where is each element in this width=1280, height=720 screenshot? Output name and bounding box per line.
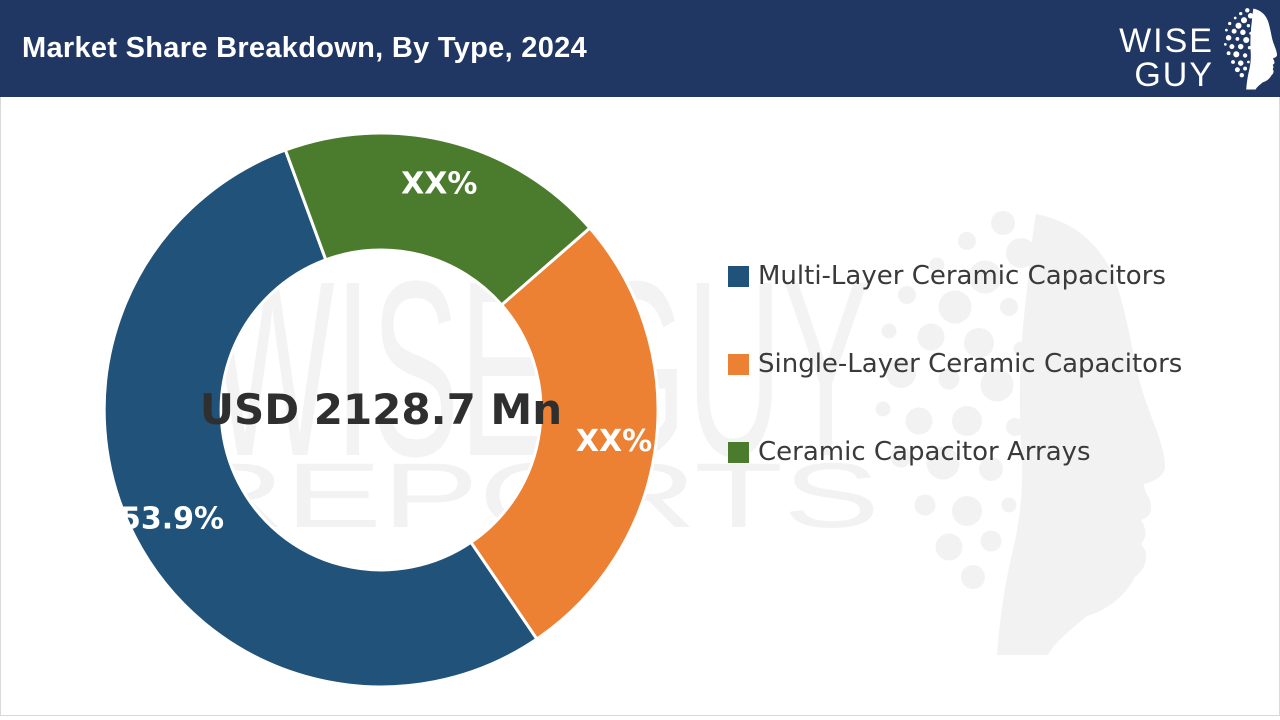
legend-swatch — [728, 353, 749, 375]
legend-label: Ceramic Capacitor Arrays — [758, 437, 1091, 467]
legend-item: Multi-Layer Ceramic Capacitors — [728, 261, 1182, 291]
legend-swatch — [728, 265, 749, 287]
page-title: Market Share Breakdown, By Type, 2024 — [22, 32, 588, 64]
legend-swatch — [728, 441, 749, 463]
logo-wordmark: WISE GUY — [1119, 22, 1214, 94]
chart-legend: Multi-Layer Ceramic Capacitors Single-La… — [728, 261, 1183, 526]
wiseguy-logo: WISE GUY REPORTS — [1030, 0, 1280, 111]
logo-subtitle: REPORTS — [1088, 96, 1220, 111]
legend-item: Single-Layer Ceramic Capacitors — [728, 349, 1183, 379]
legend-item: Ceramic Capacitor Arrays — [728, 437, 1182, 467]
legend-label: Multi-Layer Ceramic Capacitors — [758, 261, 1166, 291]
legend-label: Single-Layer Ceramic Capacitors — [758, 349, 1183, 379]
wiseguy-face-icon — [1223, 8, 1278, 90]
header-bar: Market Share Breakdown, By Type, 2024 WI… — [0, 0, 1280, 111]
